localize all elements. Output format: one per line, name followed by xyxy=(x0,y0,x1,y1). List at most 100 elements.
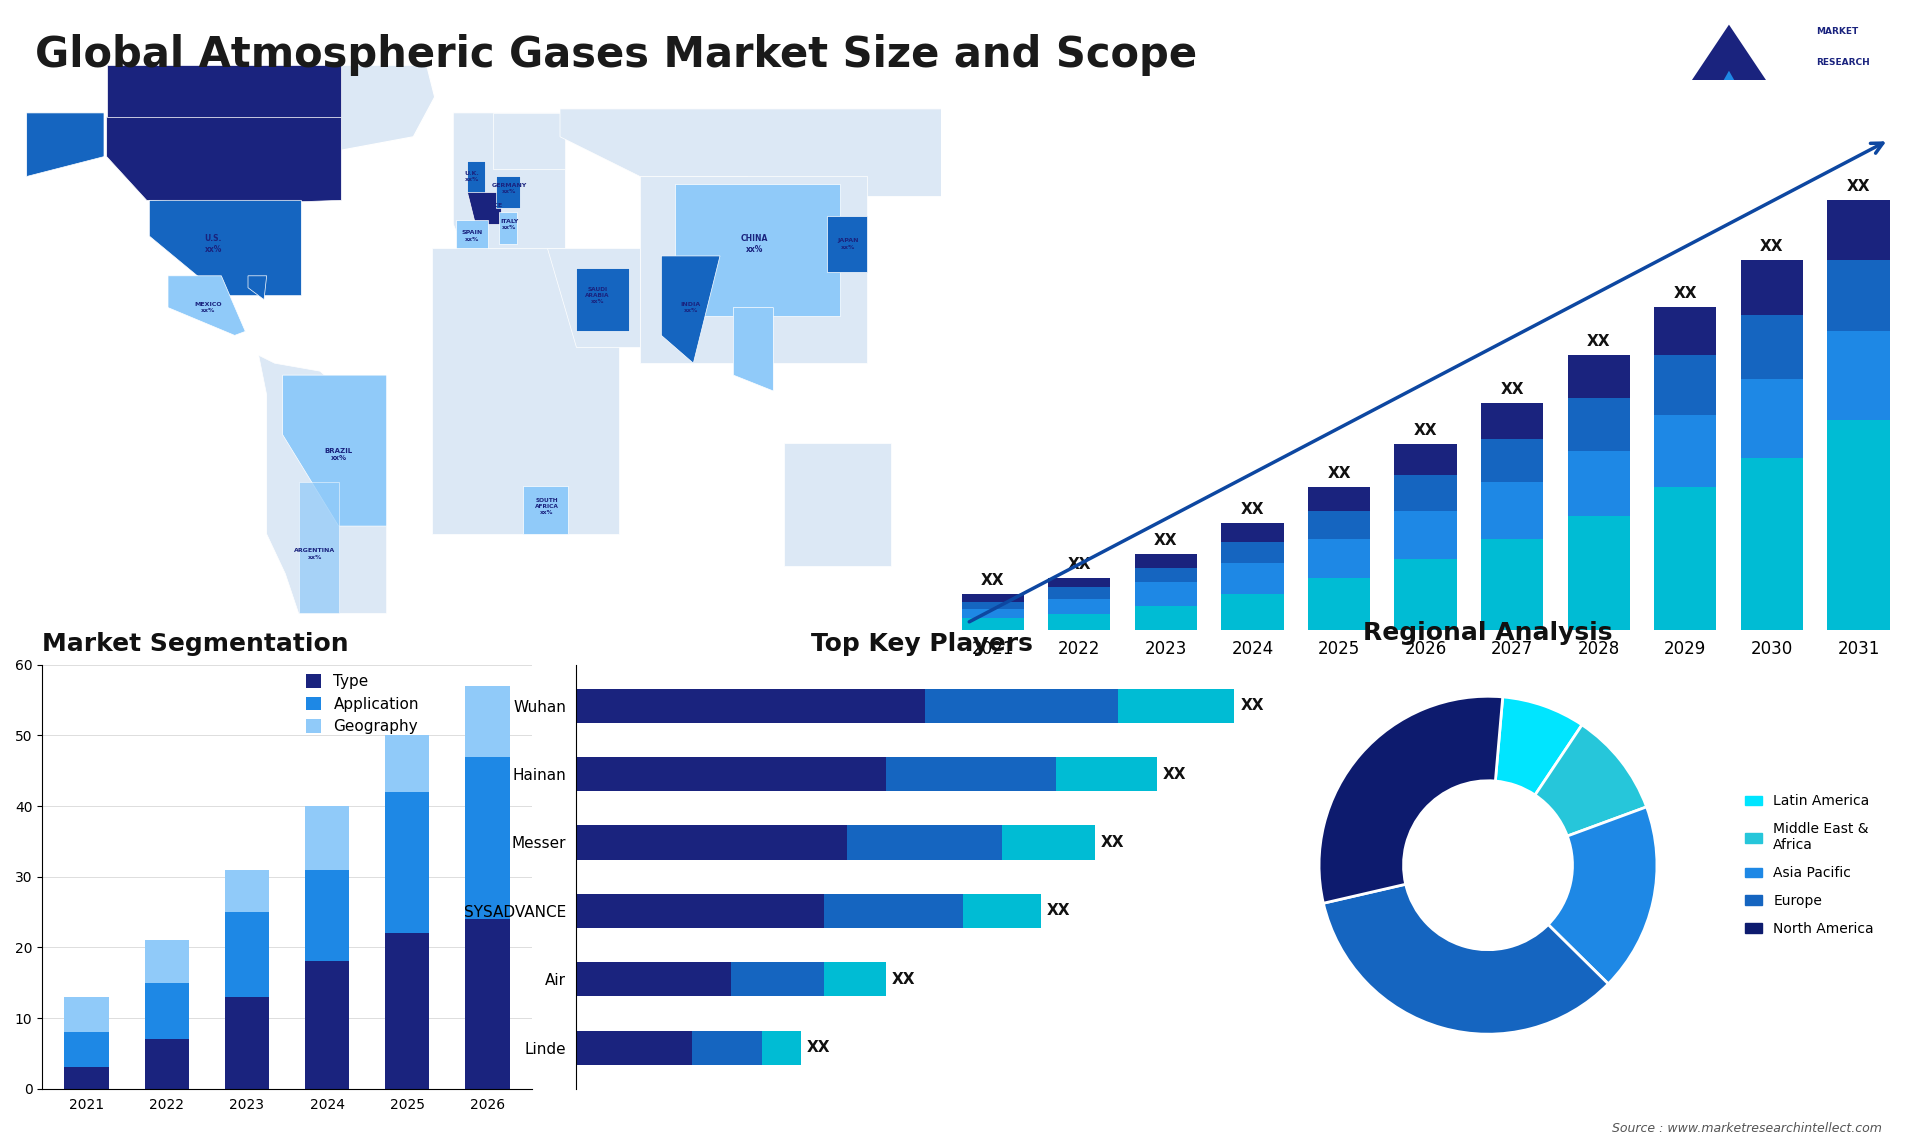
Polygon shape xyxy=(453,113,564,256)
Text: INDIA
xx%: INDIA xx% xyxy=(680,303,701,313)
Text: XX: XX xyxy=(1154,533,1177,548)
Text: INTELLECT: INTELLECT xyxy=(1816,88,1870,97)
Bar xyxy=(1394,474,1457,511)
Bar xyxy=(144,1039,188,1089)
Polygon shape xyxy=(108,117,342,204)
Text: XX: XX xyxy=(1413,423,1438,438)
Bar xyxy=(824,894,964,928)
Bar xyxy=(1048,578,1110,587)
Bar xyxy=(1048,613,1110,630)
Text: XX: XX xyxy=(1674,286,1697,301)
Bar xyxy=(824,963,885,996)
Bar xyxy=(465,756,509,919)
Polygon shape xyxy=(493,113,564,168)
Text: ITALY
xx%: ITALY xx% xyxy=(499,219,518,229)
Wedge shape xyxy=(1534,724,1647,837)
Bar xyxy=(1480,439,1544,482)
Text: JAPAN
xx%: JAPAN xx% xyxy=(837,238,858,250)
Text: XX: XX xyxy=(1068,557,1091,572)
Polygon shape xyxy=(259,355,386,613)
Polygon shape xyxy=(495,176,520,209)
Polygon shape xyxy=(783,442,891,566)
Bar xyxy=(1394,558,1457,630)
Bar xyxy=(1655,415,1716,487)
Bar xyxy=(1221,523,1284,542)
Legend: Latin America, Middle East &
Africa, Asia Pacific, Europe, North America: Latin America, Middle East & Africa, Asi… xyxy=(1740,788,1880,942)
Bar xyxy=(144,982,188,1039)
Polygon shape xyxy=(27,113,104,176)
Polygon shape xyxy=(467,160,486,196)
Bar xyxy=(1741,260,1803,315)
Text: XX: XX xyxy=(1327,465,1352,481)
Bar xyxy=(693,1030,762,1065)
Polygon shape xyxy=(1653,25,1803,136)
Bar xyxy=(144,940,188,982)
Text: XX: XX xyxy=(1240,698,1263,713)
Polygon shape xyxy=(639,176,866,363)
Polygon shape xyxy=(108,65,342,117)
Polygon shape xyxy=(457,220,488,252)
Bar xyxy=(1221,542,1284,564)
Bar xyxy=(225,997,269,1089)
Bar xyxy=(962,609,1023,619)
Text: U.S.
xx%: U.S. xx% xyxy=(205,234,223,254)
Polygon shape xyxy=(300,482,338,613)
Text: Source : www.marketresearchintellect.com: Source : www.marketresearchintellect.com xyxy=(1611,1122,1882,1135)
Bar xyxy=(1480,482,1544,540)
Bar xyxy=(465,685,509,756)
Bar xyxy=(65,997,109,1033)
Bar xyxy=(576,825,847,860)
Polygon shape xyxy=(561,109,960,196)
Bar xyxy=(465,919,509,1089)
Bar xyxy=(576,758,885,791)
Text: SOUTH
AFRICA
xx%: SOUTH AFRICA xx% xyxy=(536,497,559,515)
Bar xyxy=(925,689,1117,723)
Text: XX: XX xyxy=(1500,382,1524,398)
Text: XX: XX xyxy=(1164,767,1187,782)
Bar xyxy=(1117,689,1235,723)
Polygon shape xyxy=(499,212,516,244)
Bar xyxy=(1741,315,1803,379)
Legend: Type, Application, Geography: Type, Application, Geography xyxy=(300,668,424,740)
Bar xyxy=(762,1030,801,1065)
Bar xyxy=(1480,403,1544,439)
Bar xyxy=(65,1068,109,1089)
Bar xyxy=(1741,458,1803,630)
Text: FRANCE
xx%: FRANCE xx% xyxy=(474,203,501,214)
Text: CHINA
xx%: CHINA xx% xyxy=(741,234,768,254)
Wedge shape xyxy=(1496,697,1582,795)
Bar xyxy=(1056,758,1158,791)
Bar xyxy=(1655,487,1716,630)
Bar xyxy=(1048,599,1110,613)
Text: MEXICO
xx%: MEXICO xx% xyxy=(194,303,223,313)
Polygon shape xyxy=(674,185,841,315)
Bar xyxy=(305,806,349,870)
Polygon shape xyxy=(576,268,630,331)
Text: XX: XX xyxy=(981,573,1004,588)
Polygon shape xyxy=(280,65,434,157)
Bar xyxy=(1655,307,1716,355)
Bar xyxy=(305,870,349,961)
Text: XX: XX xyxy=(1588,335,1611,350)
Bar xyxy=(576,689,925,723)
Bar xyxy=(1567,355,1630,399)
Bar xyxy=(305,961,349,1089)
Bar xyxy=(1828,331,1889,419)
Bar xyxy=(65,1033,109,1068)
Bar xyxy=(962,619,1023,630)
Text: XX: XX xyxy=(1100,835,1125,850)
Polygon shape xyxy=(547,248,639,347)
Bar xyxy=(1221,595,1284,630)
Bar xyxy=(962,595,1023,602)
Text: SPAIN
xx%: SPAIN xx% xyxy=(461,230,482,242)
Text: GERMANY
xx%: GERMANY xx% xyxy=(492,183,526,194)
Bar xyxy=(1048,587,1110,599)
Text: BRAZIL
xx%: BRAZIL xx% xyxy=(324,448,353,462)
Wedge shape xyxy=(1323,885,1609,1034)
Polygon shape xyxy=(282,375,386,526)
Bar xyxy=(1308,487,1371,511)
Bar xyxy=(1002,825,1094,860)
Bar xyxy=(1567,516,1630,630)
Polygon shape xyxy=(639,176,747,196)
Text: XX: XX xyxy=(893,972,916,987)
